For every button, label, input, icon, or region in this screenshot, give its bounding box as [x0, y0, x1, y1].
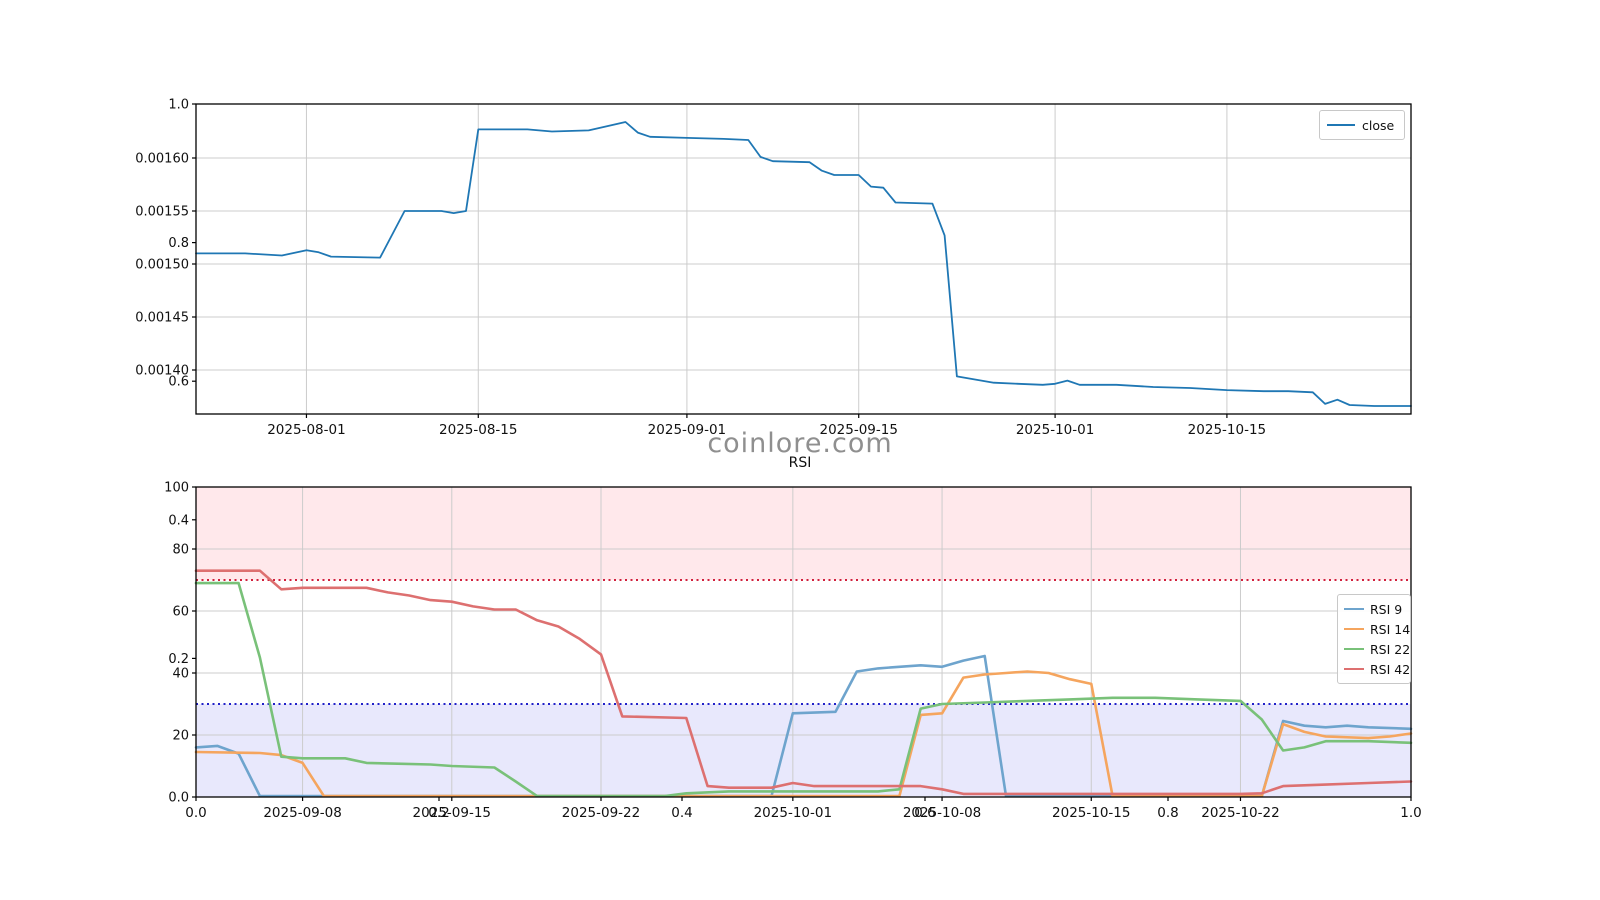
overlay-xtick-label: 0.2: [428, 805, 449, 821]
price-xtick-label: 2025-10-15: [1188, 422, 1266, 438]
legend-row-rsi-14: RSI 14: [1344, 622, 1410, 637]
price-legend: close: [1319, 110, 1405, 140]
overlay-xtick-label: 0.8: [1157, 805, 1178, 821]
price-ytick-label: 0.00155: [135, 205, 189, 220]
rsi-xtick-label: 2025-10-01: [754, 805, 832, 821]
overlay-xtick-label: 1.0: [1400, 805, 1421, 821]
overlay-ytick-label: 0.8: [168, 236, 189, 251]
overlay-ytick-label: 0.2: [168, 652, 189, 667]
price-ytick-label: 0.00150: [135, 258, 189, 273]
legend-label: RSI 9: [1370, 601, 1403, 617]
price-ytick-label: 0.00140: [135, 364, 189, 379]
overlay-ytick-label: 0.4: [168, 513, 189, 528]
legend-line-swatch: [1344, 668, 1364, 670]
legend-line-swatch: [1344, 608, 1364, 610]
legend-row-rsi-22: RSI 22: [1344, 642, 1410, 657]
rsi-22-line: [194, 581, 1413, 798]
overlay-xtick-label: 0.0: [185, 805, 206, 821]
legend-line-swatch: [1344, 648, 1364, 650]
oversold-band: [196, 704, 1411, 797]
price-plot-frame: [195, 103, 1412, 415]
rsi-legend: RSI 9 RSI 14 RSI 22 RSI 42: [1337, 594, 1411, 684]
overlay-ytick-label: 0.0: [168, 791, 189, 806]
price-xtick-label: 2025-09-01: [648, 422, 726, 438]
rsi-xtick-label: 2025-09-22: [562, 805, 640, 821]
close-line: [195, 121, 1412, 407]
legend-label: RSI 42: [1370, 661, 1411, 677]
rsi-plot-frame: [195, 486, 1412, 798]
legend-label: close: [1362, 117, 1395, 133]
legend-label: RSI 14: [1370, 621, 1411, 637]
rsi-xtick-label: 2025-10-15: [1052, 805, 1130, 821]
rsi-14-line: [194, 670, 1413, 798]
legend-line-swatch: [1327, 124, 1355, 126]
legend-line-swatch: [1344, 628, 1364, 630]
rsi-ytick-label: 60: [172, 605, 189, 620]
legend-row-rsi-42: RSI 42: [1344, 662, 1410, 677]
overlay-xtick-label: 0.4: [671, 805, 692, 821]
rsi-xtick-label: 2025-10-22: [1201, 805, 1279, 821]
legend-row-rsi-9: RSI 9: [1344, 602, 1404, 617]
rsi-ytick-label: 100: [164, 481, 189, 496]
price-ytick-label: 0.00160: [135, 152, 189, 167]
rsi-xtick-label: 2025-09-08: [263, 805, 341, 821]
rsi-ytick-label: 40: [172, 667, 189, 682]
legend-row-close: close: [1327, 118, 1397, 133]
overlay-ytick-label: 0.6: [168, 375, 189, 390]
rsi-42-line: [194, 569, 1413, 796]
price-xtick-label: 2025-09-15: [819, 422, 897, 438]
price-xtick-label: 2025-08-15: [439, 422, 517, 438]
price-xtick-label: 2025-10-01: [1016, 422, 1094, 438]
legend-label: RSI 22: [1370, 641, 1411, 657]
overbought-band: [196, 487, 1411, 580]
rsi-xtick-label: 2025-10-08: [903, 805, 981, 821]
rsi-ytick-label: 80: [172, 543, 189, 558]
rsi-xtick-label: 2025-09-15: [413, 805, 491, 821]
overlay-xtick-label: 0.6: [914, 805, 935, 821]
price-ytick-label: 0.00145: [135, 311, 189, 326]
rsi-ytick-label: 20: [172, 729, 189, 744]
price-xtick-label: 2025-08-01: [267, 422, 345, 438]
overlay-ytick-label: 1.0: [168, 98, 189, 113]
